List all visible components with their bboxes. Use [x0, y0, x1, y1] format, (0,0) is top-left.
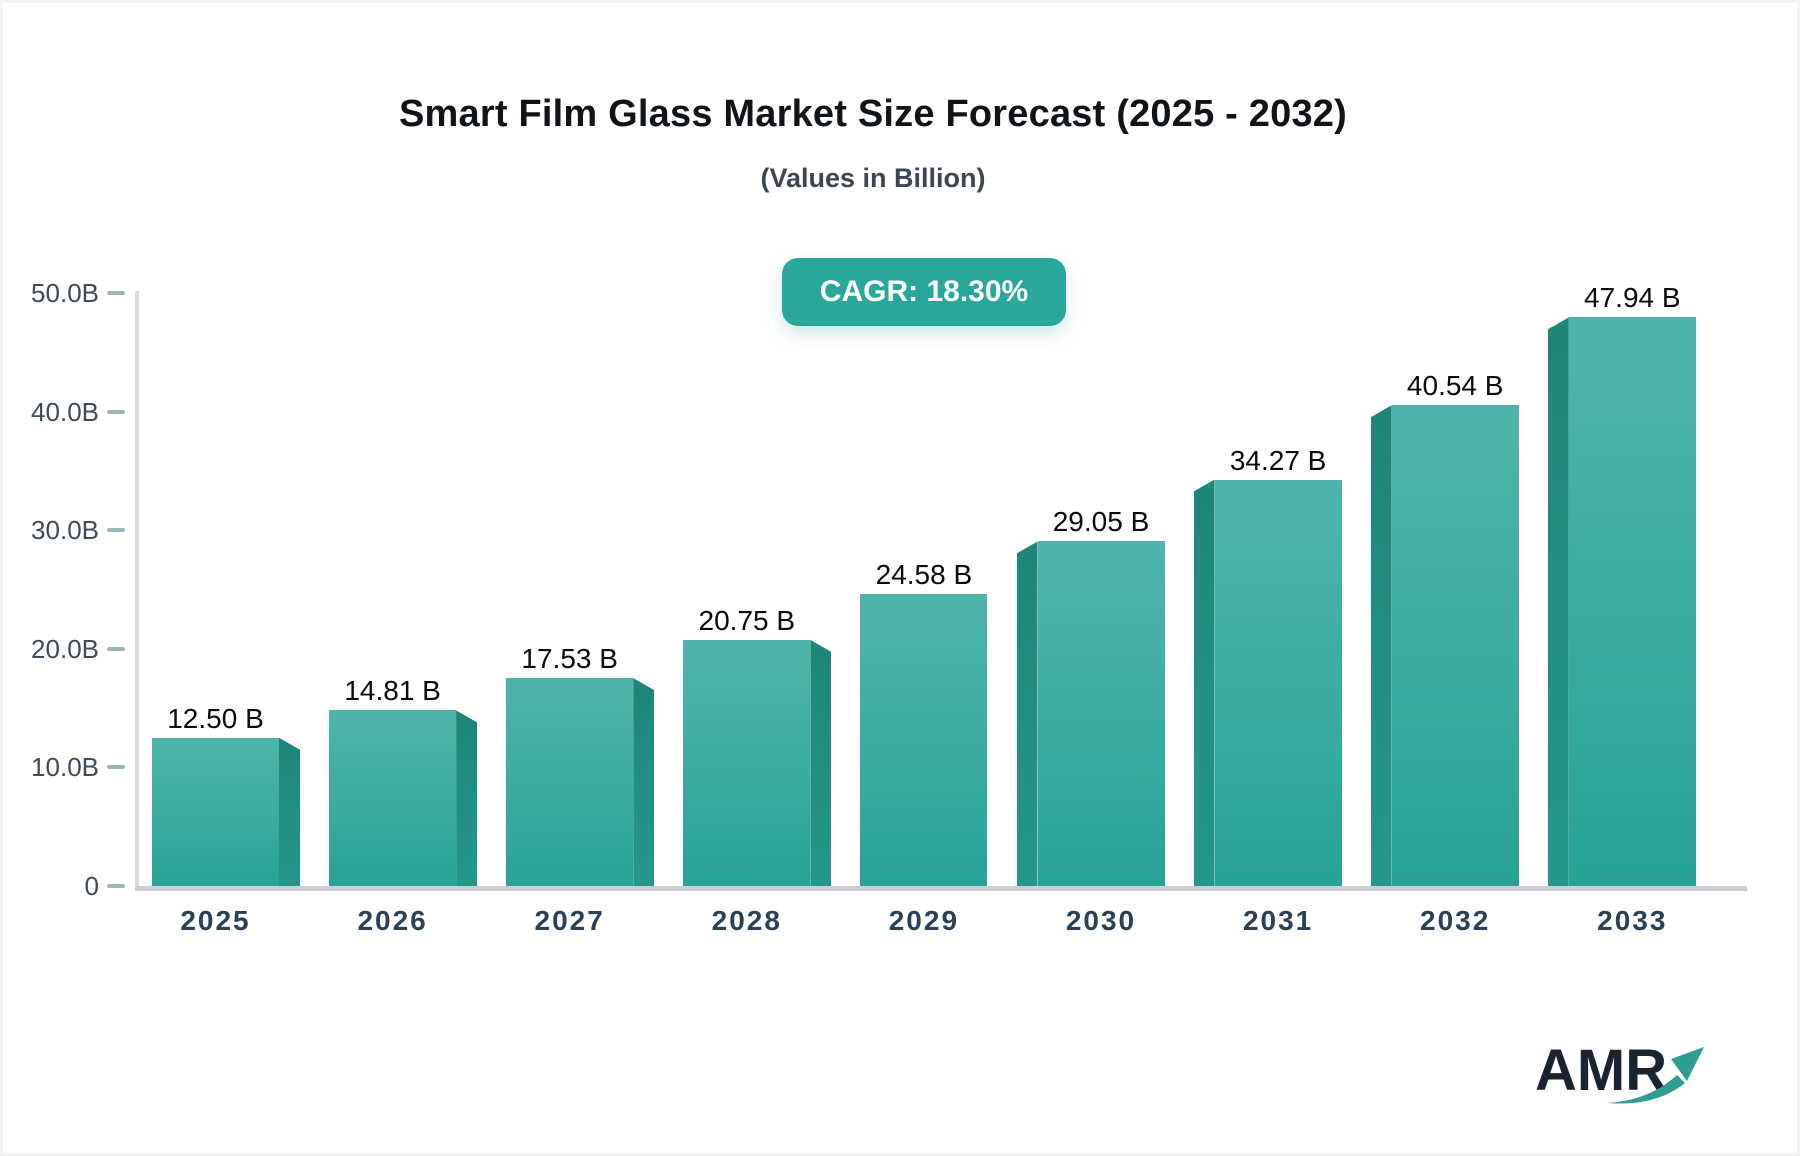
x-axis-label: 2025 [180, 905, 251, 936]
amr-logo-text: AMR [1535, 1038, 1668, 1103]
bar-face [329, 710, 457, 886]
bar-side [456, 710, 478, 886]
bar-face [1391, 405, 1519, 886]
bar-value-label: 14.81 B [344, 675, 441, 707]
bar-side [1193, 479, 1215, 886]
bar-side [633, 678, 655, 886]
bar-side [1547, 317, 1569, 886]
y-tick-mark [107, 409, 125, 414]
y-tick-mark [107, 646, 125, 651]
y-tick-label: 30.0B [31, 515, 99, 546]
bar-value-label: 24.58 B [875, 559, 973, 591]
x-axis-line [135, 886, 1747, 891]
bar-value-label: 17.53 B [521, 643, 618, 675]
bar-face [1568, 317, 1696, 886]
y-tick-mark [107, 291, 125, 295]
y-tick-label: 0 [84, 871, 99, 901]
x-axis-label: 2033 [1597, 905, 1668, 936]
x-axis-label: 2029 [888, 905, 960, 936]
bar-value-label: 20.75 B [698, 604, 796, 636]
bar-side [1016, 541, 1038, 886]
chart-title: Smart Film Glass Market Size Forecast (2… [399, 93, 1347, 135]
x-axis-label: 2026 [357, 905, 428, 936]
bar-face [506, 678, 634, 886]
y-axis-line [135, 291, 139, 888]
bar-face [1037, 541, 1165, 886]
y-tick-mark [107, 884, 125, 888]
bar-value-label: 34.27 B [1229, 444, 1327, 476]
bar-value-label: 29.05 B [1052, 506, 1150, 538]
x-axis-label: 2032 [1420, 905, 1491, 936]
chart-subtitle: (Values in Billion) [760, 163, 986, 193]
bar-face [152, 737, 279, 886]
bar-face [1214, 479, 1342, 886]
x-axis-label: 2031 [1242, 905, 1314, 936]
x-axis-label: 2030 [1065, 905, 1137, 936]
bar-side [279, 737, 300, 886]
bar-side [810, 639, 832, 886]
bar-face [860, 594, 988, 886]
bar-face [683, 639, 811, 886]
growth-arrow-icon [1607, 1047, 1704, 1104]
y-tick-mark [107, 528, 125, 533]
y-tick-label: 20.0B [31, 633, 99, 664]
x-axis-label: 2027 [534, 905, 605, 936]
bar-value-label: 12.50 B [167, 702, 264, 734]
bar-side [1370, 405, 1392, 886]
y-tick-label: 50.0B [31, 278, 99, 308]
y-tick-mark [107, 765, 125, 770]
bar-value-label: 47.94 B [1584, 282, 1681, 314]
bar-value-label: 40.54 B [1406, 370, 1504, 402]
y-tick-label: 40.0B [31, 396, 99, 427]
y-tick-label: 10.0B [31, 752, 99, 783]
amr-logo: AMR [1535, 1037, 1725, 1127]
cagr-badge: CAGR: 18.30% [782, 258, 1066, 326]
x-axis-label: 2028 [711, 905, 782, 936]
